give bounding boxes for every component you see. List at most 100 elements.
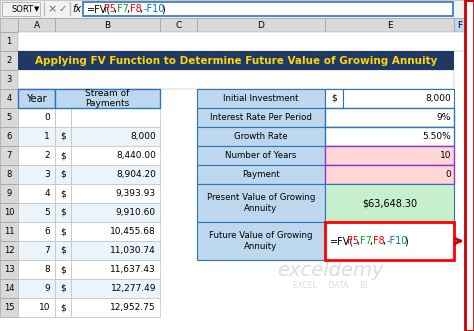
- Text: =FV(: =FV(: [330, 236, 354, 246]
- Text: 12: 12: [4, 246, 14, 255]
- Bar: [0, 70, 18, 89]
- Bar: [18, 260, 55, 279]
- Bar: [0, 298, 18, 317]
- Bar: [197, 222, 325, 260]
- Bar: [18, 165, 55, 184]
- Bar: [71, 279, 160, 298]
- Bar: [325, 18, 454, 32]
- Bar: [55, 260, 71, 279]
- Bar: [0, 51, 18, 70]
- Text: 8,440.00: 8,440.00: [116, 151, 156, 160]
- Text: 8: 8: [44, 265, 50, 274]
- Text: $: $: [60, 265, 66, 274]
- Bar: [55, 279, 71, 298]
- Bar: [71, 127, 160, 146]
- Bar: [18, 18, 55, 32]
- Text: ×: ×: [47, 4, 57, 14]
- Bar: [0, 260, 18, 279]
- Bar: [71, 165, 160, 184]
- Text: Interest Rate Per Period: Interest Rate Per Period: [210, 113, 312, 122]
- Text: 8,904.20: 8,904.20: [116, 170, 156, 179]
- Bar: [55, 222, 71, 241]
- Bar: [18, 222, 55, 241]
- Text: Number of Years: Number of Years: [225, 151, 297, 160]
- Text: A: A: [34, 21, 39, 29]
- Bar: [18, 279, 55, 298]
- Text: ,: ,: [356, 236, 359, 246]
- Text: 9: 9: [44, 284, 50, 293]
- Bar: [0, 241, 18, 260]
- Bar: [83, 2, 453, 16]
- Text: 3: 3: [6, 75, 12, 84]
- Text: 11,030.74: 11,030.74: [110, 246, 156, 255]
- Bar: [197, 184, 325, 222]
- Bar: [325, 108, 454, 127]
- Text: 2: 2: [45, 151, 50, 160]
- Bar: [0, 279, 18, 298]
- Bar: [71, 260, 160, 279]
- Text: F8: F8: [130, 4, 142, 14]
- Text: 2: 2: [6, 56, 12, 65]
- Bar: [2, 2, 40, 16]
- Text: 5: 5: [6, 113, 12, 122]
- Text: ): ): [404, 236, 408, 246]
- Text: F: F: [457, 21, 462, 29]
- Text: 10: 10: [4, 208, 14, 217]
- Bar: [325, 165, 454, 184]
- Bar: [197, 165, 325, 184]
- Text: $: $: [60, 303, 66, 312]
- Text: 10,455.68: 10,455.68: [110, 227, 156, 236]
- Text: 5: 5: [44, 208, 50, 217]
- Text: -F10: -F10: [144, 4, 165, 14]
- Text: Future Value of Growing
Annuity: Future Value of Growing Annuity: [209, 231, 313, 251]
- Bar: [325, 127, 454, 146]
- Text: SORT: SORT: [12, 5, 34, 14]
- Text: C: C: [175, 21, 182, 29]
- Bar: [197, 127, 325, 146]
- Bar: [465, 0, 474, 331]
- Bar: [71, 108, 160, 127]
- Text: 7: 7: [6, 151, 12, 160]
- Bar: [325, 146, 454, 165]
- Bar: [0, 32, 18, 51]
- Bar: [55, 184, 71, 203]
- Text: 6: 6: [44, 227, 50, 236]
- Text: ,: ,: [113, 4, 116, 14]
- Text: ,: ,: [139, 4, 142, 14]
- Text: =FV(: =FV(: [87, 4, 111, 14]
- Bar: [0, 127, 18, 146]
- Text: $: $: [60, 227, 66, 236]
- Bar: [55, 127, 71, 146]
- Text: 15: 15: [4, 303, 14, 312]
- Bar: [0, 0, 474, 18]
- Text: Growth Rate: Growth Rate: [234, 132, 288, 141]
- Text: -F10: -F10: [387, 236, 408, 246]
- Text: ✓: ✓: [59, 4, 67, 14]
- Text: Year: Year: [26, 93, 47, 104]
- Text: 14: 14: [4, 284, 14, 293]
- Text: B: B: [104, 21, 110, 29]
- Text: 8,000: 8,000: [425, 94, 451, 103]
- Text: $: $: [60, 189, 66, 198]
- Bar: [71, 222, 160, 241]
- Text: $: $: [60, 284, 66, 293]
- Bar: [55, 203, 71, 222]
- Text: 6: 6: [6, 132, 12, 141]
- Text: 4: 4: [6, 94, 12, 103]
- Text: Stream of
Payments: Stream of Payments: [85, 89, 130, 108]
- Bar: [55, 89, 160, 108]
- Bar: [55, 108, 71, 127]
- Bar: [197, 146, 325, 165]
- Bar: [0, 184, 18, 203]
- Text: 8: 8: [6, 170, 12, 179]
- Text: ,: ,: [126, 4, 129, 14]
- Text: fx: fx: [73, 4, 82, 14]
- Bar: [343, 89, 454, 108]
- Text: F5: F5: [347, 236, 359, 246]
- Bar: [55, 18, 160, 32]
- Text: 10: 10: [38, 303, 50, 312]
- Bar: [44, 2, 45, 16]
- Text: $: $: [60, 151, 66, 160]
- Bar: [70, 2, 71, 16]
- Text: D: D: [257, 21, 264, 29]
